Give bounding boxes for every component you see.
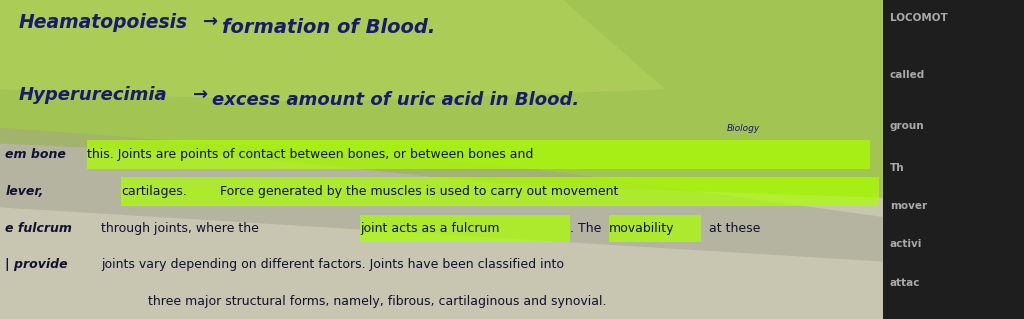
Bar: [121, 177, 879, 206]
Text: →: →: [193, 86, 208, 104]
Text: through joints, where the: through joints, where the: [101, 222, 259, 235]
Polygon shape: [0, 128, 883, 262]
Text: Force generated by the muscles is used to carry out movement: Force generated by the muscles is used t…: [216, 185, 618, 198]
Text: lever,: lever,: [5, 185, 43, 198]
Text: groun: groun: [890, 121, 925, 131]
Bar: [883, 0, 1024, 319]
Bar: [609, 215, 701, 242]
Text: formation of Blood.: formation of Blood.: [222, 18, 435, 37]
Text: movability: movability: [609, 222, 675, 235]
Text: joints vary depending on different factors. Joints have been classified into: joints vary depending on different facto…: [101, 258, 564, 271]
Text: . The: . The: [570, 222, 602, 235]
Polygon shape: [0, 0, 883, 198]
Text: cartilages.: cartilages.: [121, 185, 186, 198]
Text: Biology: Biology: [727, 124, 760, 133]
Text: at these: at these: [705, 222, 760, 235]
Bar: [360, 215, 570, 242]
Text: | provide: | provide: [5, 258, 68, 271]
Text: attac: attac: [890, 278, 921, 287]
Text: three major structural forms, namely, fibrous, cartilaginous and synovial.: three major structural forms, namely, fi…: [148, 295, 607, 308]
Polygon shape: [0, 0, 666, 121]
Text: joint acts as a fulcrum: joint acts as a fulcrum: [360, 222, 500, 235]
Text: Hyperurecimia: Hyperurecimia: [18, 86, 167, 104]
Bar: [87, 140, 870, 169]
Text: em bone: em bone: [5, 148, 66, 161]
Text: Th: Th: [890, 163, 904, 173]
Text: Heamatopoiesis: Heamatopoiesis: [18, 13, 187, 32]
Text: →: →: [203, 13, 218, 31]
Text: this. Joints are points of contact between bones, or between bones and: this. Joints are points of contact betwe…: [87, 148, 534, 161]
Text: e fulcrum: e fulcrum: [5, 222, 72, 235]
Text: called: called: [890, 70, 925, 80]
Text: excess amount of uric acid in Blood.: excess amount of uric acid in Blood.: [212, 91, 580, 109]
Text: LOCOMOT: LOCOMOT: [890, 13, 947, 23]
Text: activi: activi: [890, 239, 923, 249]
Text: mover: mover: [890, 201, 927, 211]
